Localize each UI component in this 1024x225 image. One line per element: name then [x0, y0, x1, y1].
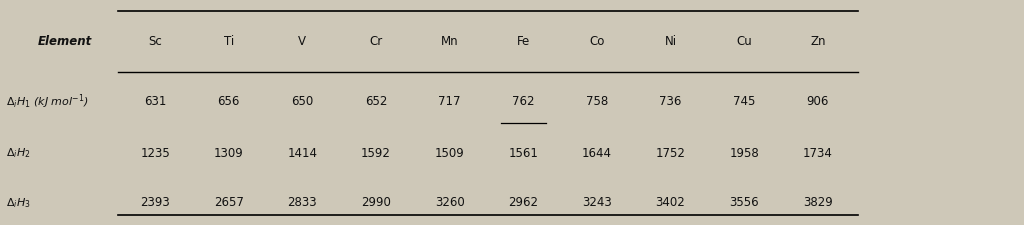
Text: 631: 631 — [144, 95, 166, 108]
Text: Ni: Ni — [665, 34, 677, 47]
Text: 1509: 1509 — [435, 146, 465, 159]
Text: 1734: 1734 — [803, 146, 833, 159]
Text: 3243: 3243 — [582, 196, 611, 208]
Text: Co: Co — [589, 34, 604, 47]
Text: Zn: Zn — [810, 34, 825, 47]
Text: 1644: 1644 — [582, 146, 612, 159]
Text: Fe: Fe — [517, 34, 529, 47]
Text: 906: 906 — [807, 95, 829, 108]
Text: 3260: 3260 — [435, 196, 465, 208]
Text: V: V — [298, 34, 306, 47]
Text: 652: 652 — [365, 95, 387, 108]
Text: 758: 758 — [586, 95, 608, 108]
Text: Cr: Cr — [370, 34, 383, 47]
Text: 3556: 3556 — [729, 196, 759, 208]
Text: 1592: 1592 — [361, 146, 391, 159]
Text: 2657: 2657 — [214, 196, 244, 208]
Text: 2990: 2990 — [361, 196, 391, 208]
Text: 3402: 3402 — [655, 196, 685, 208]
Text: Cu: Cu — [736, 34, 752, 47]
Text: Element: Element — [38, 34, 92, 47]
Text: 1561: 1561 — [508, 146, 539, 159]
Text: $\Delta_iH_3$: $\Delta_iH_3$ — [6, 195, 31, 209]
Text: 1309: 1309 — [214, 146, 244, 159]
Text: 717: 717 — [438, 95, 461, 108]
Text: 1958: 1958 — [729, 146, 759, 159]
Text: 1414: 1414 — [288, 146, 317, 159]
Text: 745: 745 — [733, 95, 756, 108]
Text: Sc: Sc — [148, 34, 162, 47]
Text: 2962: 2962 — [508, 196, 539, 208]
Text: 736: 736 — [659, 95, 682, 108]
Text: 2393: 2393 — [140, 196, 170, 208]
Text: $\Delta_iH_2$: $\Delta_iH_2$ — [6, 146, 31, 160]
Text: 1235: 1235 — [140, 146, 170, 159]
Text: 1752: 1752 — [655, 146, 685, 159]
Text: 656: 656 — [217, 95, 240, 108]
Text: 762: 762 — [512, 95, 535, 108]
Text: 650: 650 — [291, 95, 313, 108]
Text: $\Delta_iH_1$ (kJ mol$^{-1}$): $\Delta_iH_1$ (kJ mol$^{-1}$) — [6, 92, 88, 110]
Text: 3829: 3829 — [803, 196, 833, 208]
Text: 2833: 2833 — [288, 196, 317, 208]
Text: Mn: Mn — [440, 34, 459, 47]
Text: Ti: Ti — [223, 34, 233, 47]
